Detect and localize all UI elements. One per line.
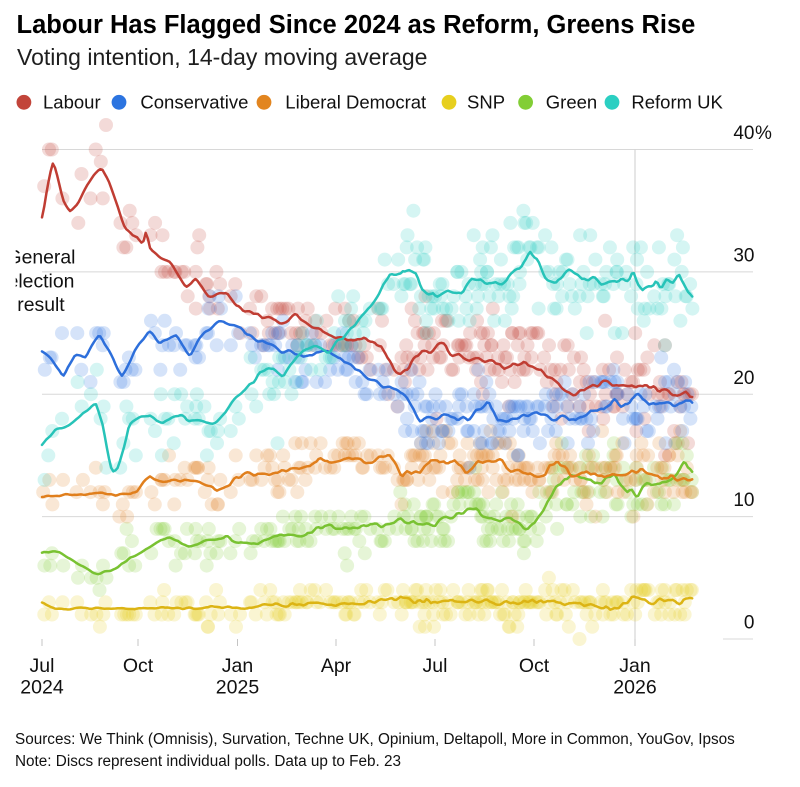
svg-text:Reform UK: Reform UK [631,91,723,112]
svg-text:Labour: Labour [43,91,101,112]
svg-text:Conservative: Conservative [140,91,248,112]
svg-text:0: 0 [744,613,755,634]
svg-text:2024: 2024 [20,677,64,699]
svg-text:election: election [8,270,75,292]
svg-text:Jan: Jan [222,655,253,677]
svg-text:10: 10 [733,490,754,511]
svg-text:Oct: Oct [123,655,154,677]
svg-text:2026: 2026 [613,677,656,699]
svg-text:result: result [17,294,65,316]
svg-text:Voting intention, 14-day movin: Voting intention, 14-day moving average [17,44,427,70]
svg-text:Liberal Democrat: Liberal Democrat [285,91,426,112]
svg-text:2025: 2025 [216,677,260,699]
svg-text:Jan: Jan [619,655,650,677]
svg-text:%: % [755,123,772,144]
svg-text:Jul: Jul [30,655,55,677]
svg-text:Oct: Oct [519,655,550,677]
svg-text:20: 20 [733,368,754,389]
svg-text:Green: Green [546,91,597,112]
svg-text:Note: Discs represent individu: Note: Discs represent individual polls. … [15,753,401,770]
svg-text:40: 40 [733,123,754,144]
svg-text:Apr: Apr [321,655,352,677]
svg-text:Sources: We Think (Omnisis), S: Sources: We Think (Omnisis), Survation, … [15,731,735,748]
svg-text:Labour Has Flagged Since 2024: Labour Has Flagged Since 2024 as Reform,… [17,11,696,39]
svg-text:Jul: Jul [423,655,448,677]
svg-text:General: General [7,247,76,269]
svg-text:SNP: SNP [467,91,505,112]
svg-text:30: 30 [733,245,754,266]
